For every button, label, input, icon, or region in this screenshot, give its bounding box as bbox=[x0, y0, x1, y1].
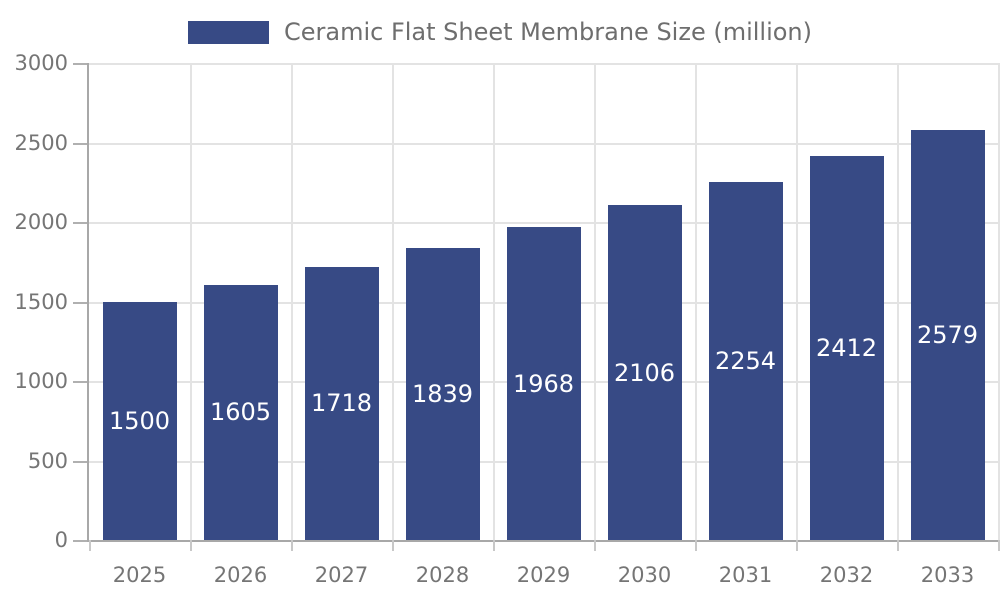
bar-value-label: 2106 bbox=[613, 358, 676, 387]
bar-2030[interactable] bbox=[607, 205, 682, 540]
y-axis-label: 1000 bbox=[14, 369, 68, 393]
legend-label: Ceramic Flat Sheet Membrane Size (millio… bbox=[283, 18, 813, 46]
v-gridline bbox=[493, 63, 495, 540]
bar-value-label: 1968 bbox=[512, 369, 575, 398]
v-gridline bbox=[796, 63, 798, 540]
y-axis-tick bbox=[73, 460, 87, 463]
y-axis-tick bbox=[73, 301, 87, 304]
v-gridline bbox=[998, 63, 1000, 540]
bar-2025[interactable] bbox=[102, 301, 177, 540]
bar-value-label: 1718 bbox=[310, 389, 373, 418]
bar-2029[interactable] bbox=[506, 227, 581, 540]
v-gridline bbox=[594, 63, 596, 540]
bar-2033[interactable] bbox=[910, 129, 985, 540]
y-axis-label: 2000 bbox=[14, 210, 68, 234]
bar-2031[interactable] bbox=[708, 181, 783, 540]
v-gridline bbox=[291, 63, 293, 540]
x-axis-tick bbox=[998, 540, 1000, 551]
legend[interactable]: Ceramic Flat Sheet Membrane Size (millio… bbox=[0, 16, 1000, 48]
v-gridline bbox=[695, 63, 697, 540]
x-axis-label-2032: 2032 bbox=[819, 563, 874, 587]
v-gridline bbox=[897, 63, 899, 540]
x-axis-tick bbox=[594, 540, 596, 551]
y-axis-tick bbox=[73, 222, 87, 224]
h-gridline bbox=[89, 63, 998, 65]
v-gridline bbox=[190, 63, 192, 540]
x-axis-label-2033: 2033 bbox=[920, 563, 975, 587]
x-axis-tick bbox=[493, 540, 495, 551]
x-axis-tick bbox=[89, 540, 91, 551]
x-axis-tick bbox=[190, 540, 192, 551]
y-axis-tick bbox=[73, 540, 87, 542]
y-axis-tick bbox=[73, 63, 87, 65]
x-axis-label-2031: 2031 bbox=[718, 563, 773, 587]
x-axis-label-2025: 2025 bbox=[112, 563, 167, 587]
x-axis-label-2028: 2028 bbox=[415, 563, 470, 587]
y-axis-label: 1500 bbox=[14, 289, 68, 314]
x-axis-label-2027: 2027 bbox=[314, 563, 369, 587]
y-axis-label: 500 bbox=[27, 448, 68, 473]
y-axis-label: 2500 bbox=[14, 130, 68, 155]
y-axis-tick bbox=[73, 142, 87, 145]
h-gridline bbox=[89, 222, 998, 224]
bar-value-label: 1605 bbox=[209, 398, 272, 427]
y-axis-tick bbox=[73, 381, 87, 383]
x-axis-tick bbox=[796, 540, 798, 551]
bar-value-label: 1839 bbox=[411, 379, 474, 408]
x-axis-tick bbox=[695, 540, 697, 551]
legend-swatch bbox=[187, 20, 269, 44]
bar-2028[interactable] bbox=[405, 247, 480, 540]
bar-2026[interactable] bbox=[203, 284, 278, 540]
y-axis-label: 0 bbox=[54, 528, 68, 552]
bar-value-label: 2579 bbox=[916, 320, 979, 349]
bar-2032[interactable] bbox=[809, 156, 884, 540]
plot-area: 0 500 1000 1500 2000 2500 3000 2025 2026 2027 2028… bbox=[15, 51, 1000, 587]
x-axis-label-2029: 2029 bbox=[516, 563, 571, 587]
x-axis-tick bbox=[291, 540, 293, 551]
x-axis-label-2026: 2026 bbox=[213, 563, 268, 587]
bar-2027[interactable] bbox=[304, 266, 379, 540]
x-axis-tick bbox=[392, 540, 394, 551]
bar-value-label: 2412 bbox=[815, 334, 878, 363]
x-axis-tick bbox=[897, 540, 899, 551]
y-axis-label: 3000 bbox=[14, 51, 68, 75]
x-axis-label-2030: 2030 bbox=[617, 563, 672, 587]
h-gridline bbox=[89, 142, 998, 145]
bar-value-label: 2254 bbox=[714, 346, 777, 375]
v-gridline bbox=[392, 63, 394, 540]
bar-value-label: 1500 bbox=[108, 406, 171, 435]
